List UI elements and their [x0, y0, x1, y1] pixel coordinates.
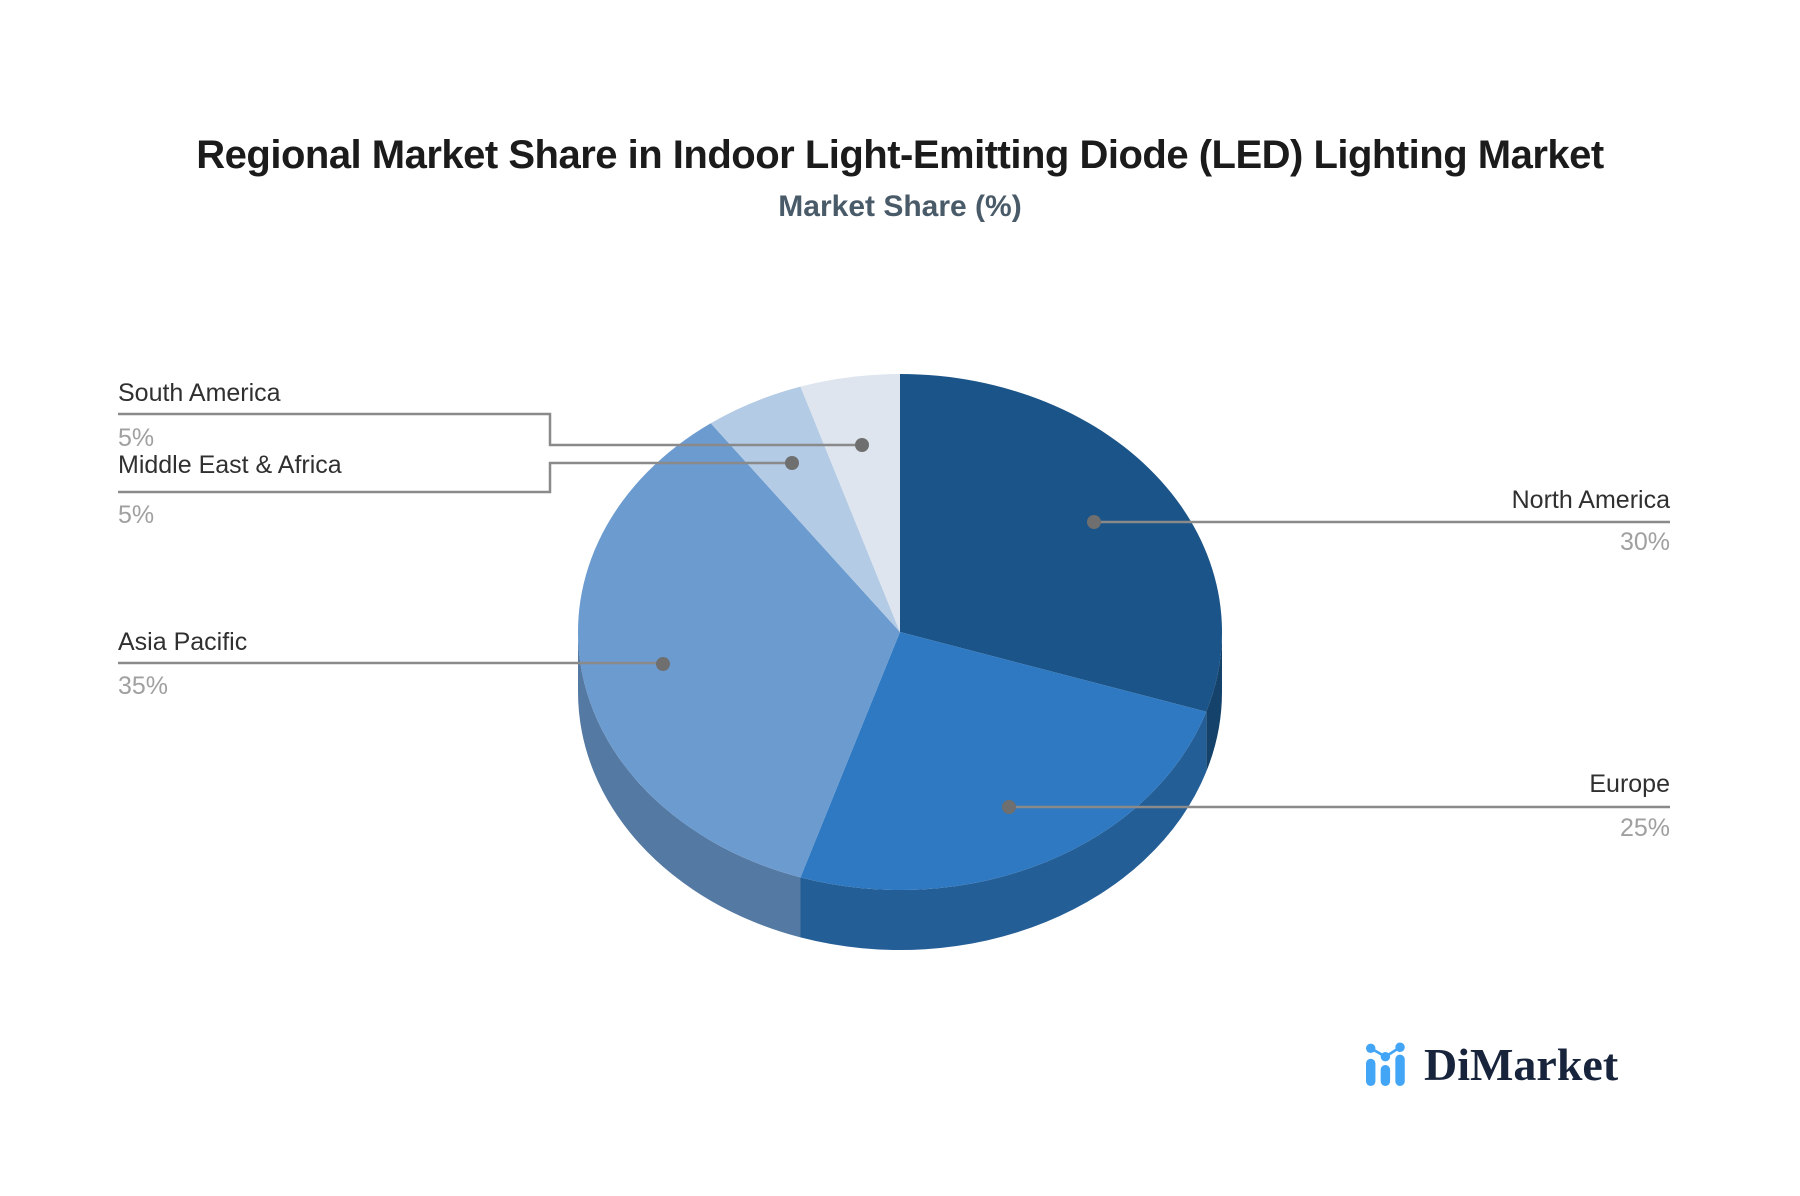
chart-title: Regional Market Share in Indoor Light-Em… [196, 133, 1604, 177]
label-middle-east-africa: Middle East & Africa [118, 451, 342, 479]
pie-slice-north-america[interactable] [900, 374, 1222, 712]
label-south-america: South America [118, 379, 281, 407]
pct-south-america: 5% [118, 424, 155, 452]
pie-slice-side-europe [800, 711, 1207, 950]
leader-dot-north-america [1087, 515, 1101, 529]
pie-slice-europe[interactable] [800, 632, 1207, 890]
leader-dot-middle-east-africa [785, 456, 799, 470]
leader-dot-south-america [855, 438, 869, 452]
bar-chart-trend-icon [1366, 1042, 1405, 1086]
pct-europe: 25% [1619, 814, 1670, 842]
leader-south-america [118, 412, 862, 447]
label-asia-pacific: Asia Pacific [118, 628, 248, 656]
pct-middle-east-africa: 5% [118, 501, 155, 529]
pie-slice-south-america[interactable] [800, 374, 900, 632]
logo-text: DiMarket [1424, 1038, 1619, 1090]
pct-north-america: 30% [1619, 528, 1670, 556]
leader-middle-east-africa [118, 461, 792, 494]
leader-dot-europe [1002, 800, 1016, 814]
chart-subtitle: Market Share (%) [778, 190, 1022, 223]
pct-asia-pacific: 35% [118, 672, 169, 700]
leader-dot-asia-pacific [656, 657, 670, 671]
pie-slice-side-north-america [1206, 632, 1222, 772]
pie-slice-asia-pacific[interactable] [578, 423, 900, 878]
dimarket-logo: DiMarket [1366, 1038, 1619, 1090]
pie[interactable] [578, 374, 1222, 950]
label-north-america: North America [1511, 486, 1670, 514]
pie-slice-middle-east-africa[interactable] [710, 386, 900, 632]
pie-slice-side-asia-pacific [578, 632, 801, 938]
label-europe: Europe [1589, 770, 1670, 798]
